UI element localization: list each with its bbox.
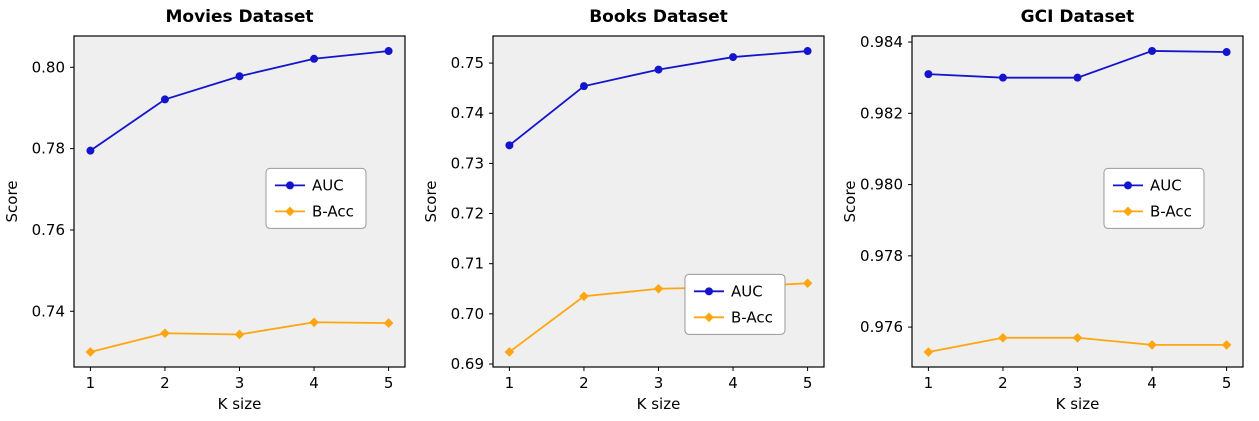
- svg-text:0.984: 0.984: [860, 33, 903, 51]
- x-axis-label: K size: [218, 395, 262, 413]
- svg-text:0.70: 0.70: [451, 305, 484, 323]
- svg-text:4: 4: [309, 374, 319, 392]
- series-b-acc: [923, 332, 1232, 357]
- plot-border: [492, 35, 825, 368]
- x-axis: 1 2 3 4 5: [505, 367, 813, 392]
- y-axis-label: Score: [841, 180, 859, 222]
- svg-text:5: 5: [803, 374, 813, 392]
- svg-text:0.74: 0.74: [32, 302, 65, 320]
- svg-text:5: 5: [1222, 374, 1232, 392]
- svg-text:1: 1: [86, 374, 96, 392]
- chart-svg: Movies Dataset 1 2 3 4 5 0.74 0.76 0.78 0.80 K siz…: [3, 7, 406, 413]
- svg-text:3: 3: [654, 374, 664, 392]
- svg-text:4: 4: [728, 374, 738, 392]
- y-axis: 0.74 0.76 0.78 0.80: [32, 58, 74, 320]
- series-auc: [924, 46, 1231, 82]
- legend: AUC B-Acc: [684, 273, 786, 335]
- svg-text:0.76: 0.76: [32, 221, 65, 239]
- svg-text:0.71: 0.71: [451, 255, 484, 273]
- svg-text:0.72: 0.72: [451, 205, 484, 223]
- svg-text:0.978: 0.978: [860, 247, 903, 265]
- svg-text:3: 3: [1073, 374, 1083, 392]
- svg-text:0.980: 0.980: [860, 176, 903, 194]
- svg-text:0.976: 0.976: [860, 318, 903, 336]
- svg-text:1: 1: [924, 374, 934, 392]
- chart-svg: GCI Dataset 1 2 3 4 5 0.976 0.978 0.980 0.982 0.98…: [841, 7, 1244, 413]
- legend: AUC B-Acc: [1103, 167, 1205, 229]
- svg-text:0.74: 0.74: [451, 104, 484, 122]
- chart-panel-books: Books Dataset 1 2 3 4 5 0.69 0.70 0.71 0.72 0.73 0.…: [419, 0, 838, 421]
- legend-label-auc: AUC: [731, 282, 763, 300]
- legend-label-b-acc: B-Acc: [312, 202, 354, 220]
- svg-text:1: 1: [505, 374, 515, 392]
- svg-text:0.69: 0.69: [451, 355, 484, 373]
- y-axis-label: Score: [3, 180, 21, 222]
- chart-panel-movies: Movies Dataset 1 2 3 4 5 0.74 0.76 0.78 0.80 K siz…: [0, 0, 419, 421]
- series-auc: [86, 47, 393, 155]
- x-axis: 1 2 3 4 5: [924, 367, 1232, 392]
- series-auc: [505, 47, 812, 150]
- x-axis-label: K size: [637, 395, 681, 413]
- svg-text:0.75: 0.75: [451, 54, 484, 72]
- y-axis-label: Score: [422, 180, 440, 222]
- plot-border: [73, 35, 406, 368]
- svg-text:0.982: 0.982: [860, 104, 903, 122]
- chart-panel-gci: GCI Dataset 1 2 3 4 5 0.976 0.978 0.980 0.982 0.98…: [838, 0, 1257, 421]
- svg-text:0.80: 0.80: [32, 58, 65, 76]
- svg-text:0.73: 0.73: [451, 154, 484, 172]
- legend-label-b-acc: B-Acc: [731, 308, 773, 326]
- legend-label-auc: AUC: [1150, 176, 1182, 194]
- y-axis: 0.69 0.70 0.71 0.72 0.73 0.74 0.75: [451, 54, 493, 373]
- svg-text:2: 2: [160, 374, 170, 392]
- x-axis: 1 2 3 4 5: [86, 367, 394, 392]
- plot-border: [911, 35, 1244, 368]
- svg-text:0.78: 0.78: [32, 140, 65, 158]
- y-axis: 0.976 0.978 0.980 0.982 0.984: [860, 33, 912, 336]
- series-b-acc: [85, 317, 394, 357]
- svg-text:2: 2: [998, 374, 1008, 392]
- svg-text:2: 2: [579, 374, 589, 392]
- svg-text:5: 5: [384, 374, 394, 392]
- legend: AUC B-Acc: [265, 167, 367, 229]
- svg-text:4: 4: [1147, 374, 1157, 392]
- legend-label-b-acc: B-Acc: [1150, 202, 1192, 220]
- x-axis-label: K size: [1056, 395, 1100, 413]
- legend-label-auc: AUC: [312, 176, 344, 194]
- svg-text:3: 3: [235, 374, 245, 392]
- chart-title: Books Dataset: [589, 7, 728, 27]
- chart-title: GCI Dataset: [1021, 7, 1135, 27]
- chart-title: Movies Dataset: [165, 7, 313, 27]
